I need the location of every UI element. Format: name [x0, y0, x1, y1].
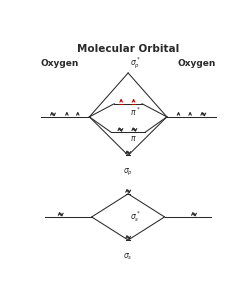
Text: $\sigma_s^*$: $\sigma_s^*$	[130, 209, 141, 224]
Text: Oxygen: Oxygen	[177, 59, 216, 68]
Text: $\sigma_s$: $\sigma_s$	[123, 252, 133, 262]
Text: $\pi$: $\pi$	[130, 134, 136, 143]
Text: Oxygen: Oxygen	[41, 59, 79, 68]
Text: $\sigma_p^*$: $\sigma_p^*$	[130, 56, 141, 71]
Text: $\sigma_p$: $\sigma_p$	[123, 167, 133, 178]
Text: $\pi^*$: $\pi^*$	[130, 105, 140, 118]
Text: Molecular Orbital: Molecular Orbital	[77, 44, 179, 54]
